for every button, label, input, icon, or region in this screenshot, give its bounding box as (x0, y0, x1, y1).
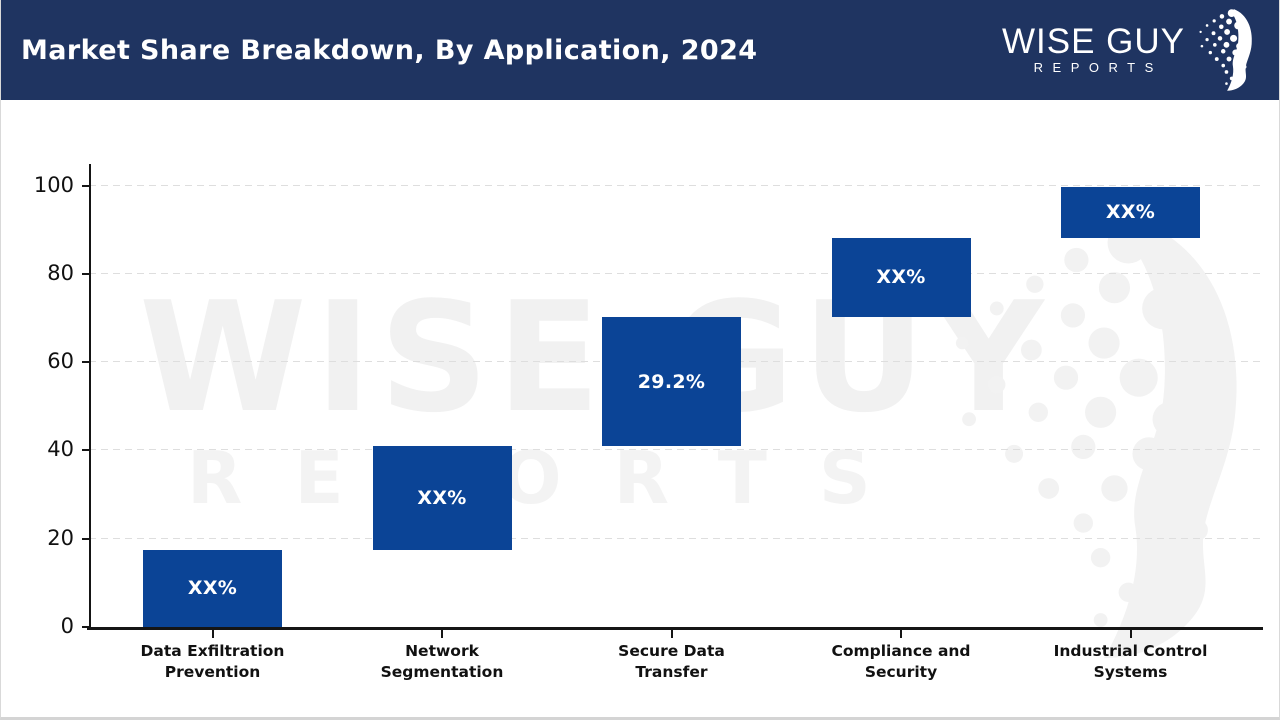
x-category-label: Compliance and Security (831, 642, 971, 681)
bar-value-label: XX% (1105, 201, 1156, 224)
x-category-label: Secure Data Transfer (618, 642, 725, 681)
y-tick (82, 449, 89, 452)
gridline (89, 184, 1263, 187)
x-tick (1129, 630, 1132, 638)
gridline (89, 537, 1263, 540)
page-title: Market Share Breakdown, By Application, … (21, 34, 758, 66)
bar-value-label: XX% (187, 577, 238, 600)
y-tick (82, 361, 89, 364)
wise-guy-logo: WISE GUY REPORTS (1002, 8, 1253, 92)
gridline (89, 449, 1263, 452)
market-share-chart: 0 20 40 60 80 100 XX% Data Exfiltration Preventi… (1, 100, 1279, 717)
gridline (89, 272, 1263, 275)
bar-network-segmentation: XX% (372, 446, 512, 550)
bar-value-label: XX% (417, 486, 467, 509)
y-tick (82, 272, 89, 275)
bar-compliance-and-security: XX% (831, 237, 971, 318)
y-tick-label: 0 (60, 614, 74, 638)
x-category-label: Industrial Control Systems (1053, 642, 1208, 681)
logo-reports-label: REPORTS (1033, 60, 1163, 75)
y-axis-spine (89, 164, 91, 629)
x-tick (670, 630, 673, 638)
bar-data-exfiltration-prevention: XX% (143, 549, 282, 627)
x-axis-spine (87, 627, 1263, 630)
y-tick (82, 184, 89, 187)
watermark-head-icon (955, 221, 1237, 659)
bar-secure-data-transfer: 29.2% (602, 317, 741, 447)
x-tick (900, 630, 902, 638)
y-tick-label: 20 (47, 525, 74, 550)
y-tick-label: 100 (33, 172, 74, 197)
y-tick (82, 537, 89, 540)
watermark-text-reports: REPORTS (187, 436, 923, 520)
y-tick-label: 60 (47, 349, 74, 374)
x-tick (441, 630, 443, 638)
logo-text: WISE GUY REPORTS (1002, 24, 1185, 76)
y-tick-label: 40 (47, 437, 74, 462)
y-tick-label: 80 (47, 260, 74, 285)
bar-value-label: 29.2% (637, 370, 706, 393)
x-category-label: Data Exfiltration Prevention (140, 642, 285, 681)
x-category-label: Network Segmentation (380, 642, 504, 681)
logo-wiseguy-label: WISE GUY (1001, 22, 1185, 61)
y-tick (82, 626, 89, 628)
header-bar: Market Share Breakdown, By Application, … (1, 0, 1279, 100)
logo-head-icon (1199, 9, 1252, 91)
bar-value-label: XX% (876, 266, 926, 289)
x-tick (211, 630, 214, 638)
bar-industrial-control-systems: XX% (1061, 186, 1200, 238)
